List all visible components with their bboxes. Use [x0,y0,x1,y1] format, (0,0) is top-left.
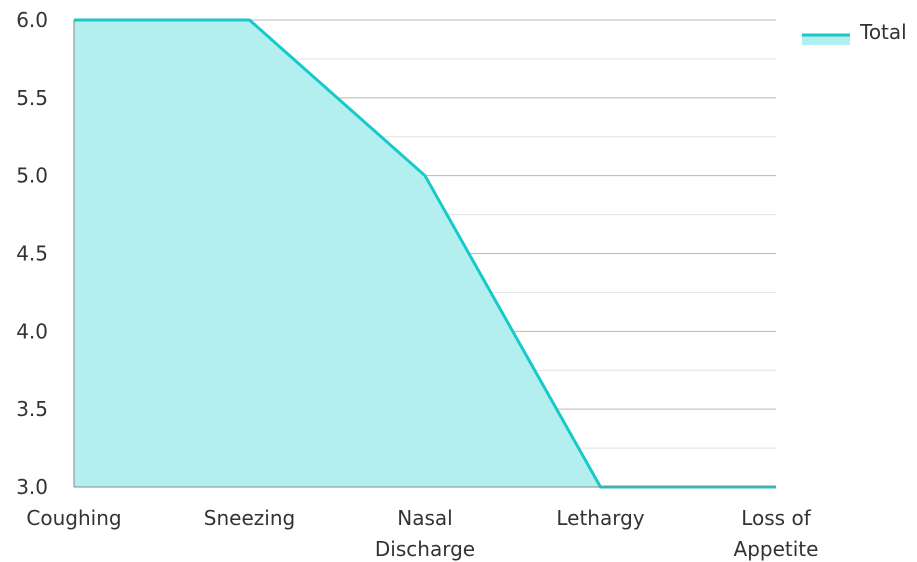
legend: Total [802,20,907,45]
x-tick-label: Loss of Appetite [734,506,819,561]
x-tick-label-line: Loss of [741,506,811,530]
area-fill-total [74,20,776,487]
y-tick-label: 4.5 [16,242,48,266]
x-tick-label: Coughing [26,506,121,530]
x-tick-label-line: Discharge [375,537,475,561]
y-tick-label: 4.0 [16,319,48,343]
x-tick-label-line: Sneezing [204,506,295,530]
y-tick-label: 6.0 [16,8,48,32]
x-tick-label: Lethargy [556,506,644,530]
x-tick-label: Nasal Discharge [375,506,475,561]
data-point [248,18,252,22]
legend-swatch-fill [802,35,850,45]
x-tick-label-line: Coughing [26,506,121,530]
legend-label: Total [859,20,907,44]
y-tick-label: 5.5 [16,86,48,110]
data-point [423,174,427,178]
x-tick-label-line: Nasal [397,506,452,530]
x-tick-label-line: Appetite [734,537,819,561]
y-tick-label: 5.0 [16,164,48,188]
y-tick-label: 3.0 [16,475,48,499]
y-tick-labels: 3.0 3.5 4.0 4.5 5.0 5.5 6.0 [16,8,48,499]
y-tick-label: 3.5 [16,397,48,421]
x-tick-labels: Coughing Sneezing Nasal Discharge Lethargy Lo… [26,506,818,561]
x-tick-label-line: Lethargy [556,506,644,530]
axes [73,20,776,488]
x-tick-label: Sneezing [204,506,295,530]
